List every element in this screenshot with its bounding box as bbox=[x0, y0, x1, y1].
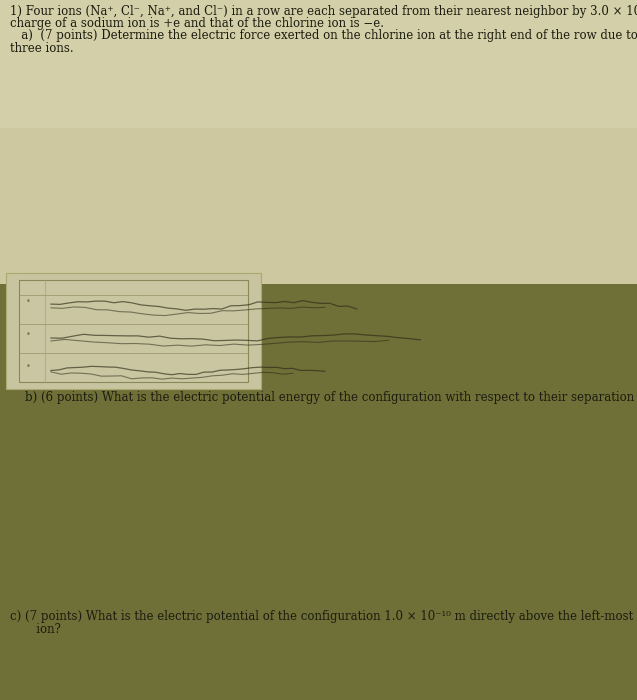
Bar bbox=[19, 280, 248, 382]
Text: ion?: ion? bbox=[25, 623, 61, 636]
Text: 1) Four ions (Na⁺, Cl⁻, Na⁺, and Cl⁻) in a row are each separated from their nea: 1) Four ions (Na⁺, Cl⁻, Na⁺, and Cl⁻) in… bbox=[10, 5, 637, 18]
Text: a)  (7 points) Determine the electric force exerted on the chlorine ion at the r: a) (7 points) Determine the electric for… bbox=[10, 29, 637, 43]
Text: three ions.: three ions. bbox=[10, 42, 73, 55]
Text: c) (7 points) What is the electric potential of the configuration 1.0 × 10⁻¹⁰ m : c) (7 points) What is the electric poten… bbox=[10, 610, 637, 624]
Text: charge of a sodium ion is +e and that of the chlorine ion is −e.: charge of a sodium ion is +e and that of… bbox=[10, 18, 383, 31]
Bar bbox=[0, 0, 637, 284]
Text: •: • bbox=[26, 298, 31, 307]
Bar bbox=[6, 273, 261, 388]
Text: b) (6 points) What is the electric potential energy of the configuration with re: b) (6 points) What is the electric poten… bbox=[25, 391, 637, 404]
Text: •: • bbox=[26, 362, 31, 371]
Bar bbox=[0, 0, 637, 127]
Text: •: • bbox=[26, 330, 31, 339]
